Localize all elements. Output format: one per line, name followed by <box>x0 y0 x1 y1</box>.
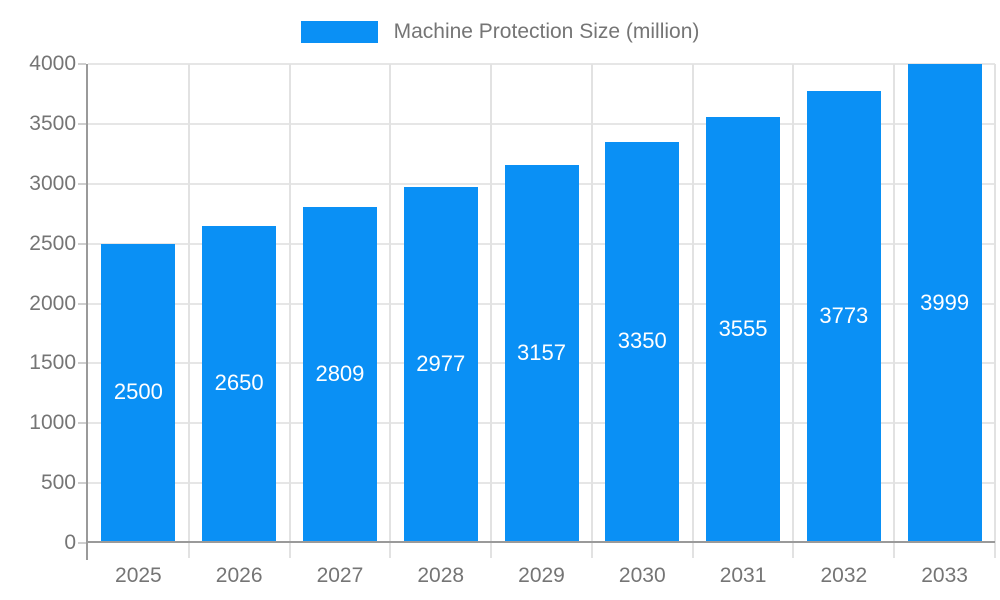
y-tick-1500 <box>78 362 86 365</box>
y-tick-label: 0 <box>64 531 76 554</box>
x-tick-label-2031: 2031 <box>719 564 767 587</box>
gridline-4000 <box>88 63 995 65</box>
x-tick-label-2028: 2028 <box>417 564 465 587</box>
y-tick-2000 <box>78 302 86 305</box>
y-tick-500 <box>78 482 86 485</box>
category-boundary-gridline <box>893 64 896 558</box>
y-tick-label: 2000 <box>29 291 76 315</box>
category-boundary-gridline <box>187 64 190 558</box>
bar-2030[interactable]: 3350 <box>605 141 680 541</box>
y-tick-label: 500 <box>40 471 76 495</box>
bar-value-label: 3157 <box>517 339 566 365</box>
y-axis-line <box>86 64 88 560</box>
x-tick-label-2033: 2033 <box>921 564 968 587</box>
x-tick-label-2025: 2025 <box>115 564 162 587</box>
y-tick-3000 <box>78 182 86 185</box>
y-tick-label: 3500 <box>29 111 76 135</box>
bar-2028[interactable]: 2977 <box>403 186 478 541</box>
y-tick-0 <box>78 542 86 544</box>
category-boundary-gridline <box>994 64 996 558</box>
legend-label: Machine Protection Size (million) <box>393 20 700 43</box>
x-tick-label-2027: 2027 <box>316 564 364 587</box>
gridline-3500 <box>88 122 995 125</box>
bar-value-label: 3773 <box>819 303 869 329</box>
y-tick-label: 4000 <box>29 52 76 75</box>
y-tick-3500 <box>78 122 86 125</box>
category-boundary-gridline <box>590 64 593 558</box>
bar-value-label: 2650 <box>214 370 264 396</box>
x-tick-label-2030: 2030 <box>618 564 666 587</box>
bar-2031[interactable]: 3555 <box>706 117 781 541</box>
bar-2027[interactable]: 2809 <box>302 206 377 541</box>
bar-2029[interactable]: 3157 <box>504 164 579 541</box>
category-boundary-gridline <box>490 64 493 558</box>
legend[interactable]: Machine Protection Size (million) <box>0 20 1000 44</box>
plot-area: 2500 2650 2809 2977 3157 3350 3555 3773 3999 0 50… <box>29 52 996 587</box>
y-tick-2500 <box>78 242 86 245</box>
bar-value-label: 2809 <box>315 360 365 386</box>
category-boundary-gridline <box>288 64 291 558</box>
bar-value-label: 2500 <box>113 379 163 405</box>
x-tick-label-2029: 2029 <box>518 564 565 587</box>
x-axis-line <box>86 541 995 543</box>
category-boundary-gridline <box>691 64 694 558</box>
y-tick-label: 3000 <box>29 171 76 195</box>
bar-value-label: 3555 <box>718 316 768 342</box>
bar-2033[interactable]: 3999 <box>907 64 982 541</box>
y-tick-label: 1000 <box>29 411 76 435</box>
bar-2026[interactable]: 2650 <box>202 225 277 541</box>
x-tick-label-2026: 2026 <box>215 564 263 587</box>
bar-2032[interactable]: 3773 <box>806 91 881 541</box>
bar-value-label: 2977 <box>416 350 466 376</box>
y-tick-1000 <box>78 422 86 425</box>
x-tick-label-2032: 2032 <box>820 564 868 587</box>
category-boundary-gridline <box>792 64 795 558</box>
bar-value-label: 3350 <box>617 328 667 354</box>
category-boundary-gridline <box>389 64 392 558</box>
y-tick-4000 <box>78 63 86 65</box>
bar-2025[interactable]: 2500 <box>101 243 176 541</box>
legend-swatch <box>300 21 378 43</box>
bar-value-label: 3999 <box>920 289 970 315</box>
y-tick-label: 1500 <box>29 351 76 375</box>
y-tick-label: 2500 <box>29 231 76 255</box>
